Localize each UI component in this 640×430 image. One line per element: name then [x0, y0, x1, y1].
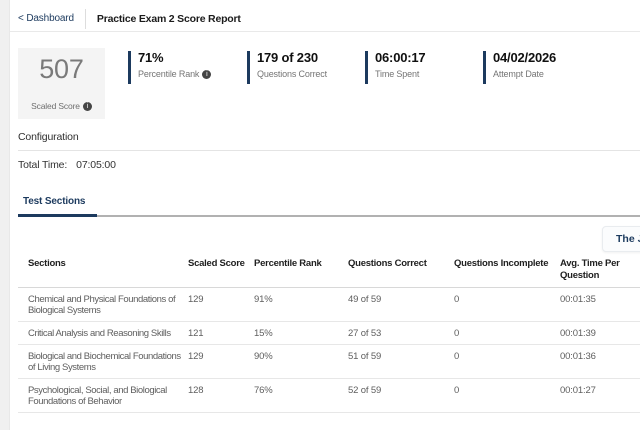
cell-questions-incomplete: 0	[454, 287, 560, 322]
scaled-score-label-text: Scaled Score	[31, 101, 80, 111]
table-row: Psychological, Social, and Biological Fo…	[18, 378, 640, 413]
tab-test-sections[interactable]: Test Sections	[18, 196, 98, 217]
cell-avg-time: 00:01:36	[560, 344, 640, 379]
scaled-score-card: 507 Scaled Score i	[18, 48, 105, 119]
stat-label-text: Time Spent	[375, 69, 420, 79]
col-header-questions-correct: Questions Correct	[348, 256, 454, 288]
stat-value: 06:00:17	[375, 50, 426, 65]
info-icon[interactable]: i	[82, 101, 92, 111]
total-time-label: Total Time:	[18, 159, 68, 171]
stat-label-text: Percentile Rank	[138, 69, 200, 79]
stat-label-text: Questions Correct	[257, 69, 327, 79]
cell-section: Chemical and Physical Foundations of Bio…	[18, 287, 188, 322]
info-icon[interactable]: i	[202, 69, 212, 79]
stat-questions-correct: 179 of 230 Questions Correct	[247, 51, 327, 84]
stat-label-text: Attempt Date	[493, 69, 544, 79]
stat-label: Attempt Date	[493, 69, 556, 79]
dashboard-back-link[interactable]: < Dashboard	[18, 13, 74, 24]
cell-scaled-score: 121	[188, 321, 254, 345]
topbar: < Dashboard Practice Exam 2 Score Report	[10, 0, 640, 32]
cell-percentile-rank: 90%	[254, 344, 348, 379]
configuration-section: Configuration Total Time: 07:05:00	[18, 131, 640, 171]
col-header-avg-time: Avg. Time Per Question	[560, 256, 640, 288]
stat-label: Percentile Rank i	[138, 69, 212, 79]
test-sections-table: Sections Scaled Score Percentile Rank Qu…	[18, 256, 640, 413]
stat-percentile-rank: 71% Percentile Rank i	[128, 50, 212, 84]
stat-attempt-date: 04/02/2026 Attempt Date	[483, 51, 556, 84]
stat-time-spent: 06:00:17 Time Spent	[365, 50, 426, 84]
cell-questions-incomplete: 0	[454, 321, 560, 345]
cell-scaled-score: 128	[188, 378, 254, 413]
scaled-score-value: 507	[39, 54, 84, 84]
cell-percentile-rank: 91%	[254, 287, 348, 322]
cell-section: Biological and Biochemical Foundations o…	[18, 344, 188, 379]
cell-questions-incomplete: 0	[454, 344, 560, 379]
total-time-value: 07:05:00	[76, 159, 116, 171]
cell-questions-correct: 49 of 59	[348, 287, 454, 322]
scaled-score-label: Scaled Score i	[31, 101, 92, 111]
col-header-percentile-rank: Percentile Rank	[254, 256, 348, 288]
sidebar-edge	[0, 0, 10, 430]
table-row: Biological and Biochemical Foundations o…	[18, 344, 640, 379]
stat-label: Questions Correct	[257, 69, 327, 79]
col-header-sections: Sections	[18, 256, 188, 288]
col-header-scaled-score: Scaled Score	[188, 256, 254, 288]
cell-section: Psychological, Social, and Biological Fo…	[18, 378, 188, 413]
col-header-questions-incomplete: Questions Incomplete	[454, 256, 560, 288]
cell-avg-time: 00:01:39	[560, 321, 640, 345]
cell-questions-correct: 52 of 59	[348, 378, 454, 413]
page-title-tab[interactable]: Practice Exam 2 Score Report	[96, 12, 241, 25]
cell-avg-time: 00:01:27	[560, 378, 640, 413]
cell-percentile-rank: 15%	[254, 321, 348, 345]
stat-value: 179 of 230	[257, 50, 318, 65]
topbar-divider	[84, 8, 86, 29]
cell-questions-correct: 51 of 59	[348, 344, 454, 379]
action-button[interactable]: The Jac	[602, 226, 640, 252]
cell-avg-time: 00:01:35	[560, 287, 640, 322]
configuration-heading: Configuration	[18, 131, 640, 151]
cell-section: Critical Analysis and Reasoning Skills	[18, 321, 188, 345]
cell-scaled-score: 129	[188, 287, 254, 322]
cell-scaled-score: 129	[188, 344, 254, 379]
table-row: Critical Analysis and Reasoning Skills 1…	[18, 321, 640, 345]
cell-percentile-rank: 76%	[254, 378, 348, 413]
stat-label: Time Spent	[375, 69, 425, 79]
stat-value: 71%	[138, 50, 164, 65]
cell-questions-incomplete: 0	[454, 378, 560, 413]
tabbar: Test Sections	[18, 196, 640, 217]
table-row: Chemical and Physical Foundations of Bio…	[18, 287, 640, 322]
total-time-row: Total Time: 07:05:00	[18, 159, 640, 171]
cell-questions-correct: 27 of 53	[348, 321, 454, 345]
table-header-row: Sections Scaled Score Percentile Rank Qu…	[18, 256, 640, 288]
stat-value: 04/02/2026	[493, 50, 557, 65]
